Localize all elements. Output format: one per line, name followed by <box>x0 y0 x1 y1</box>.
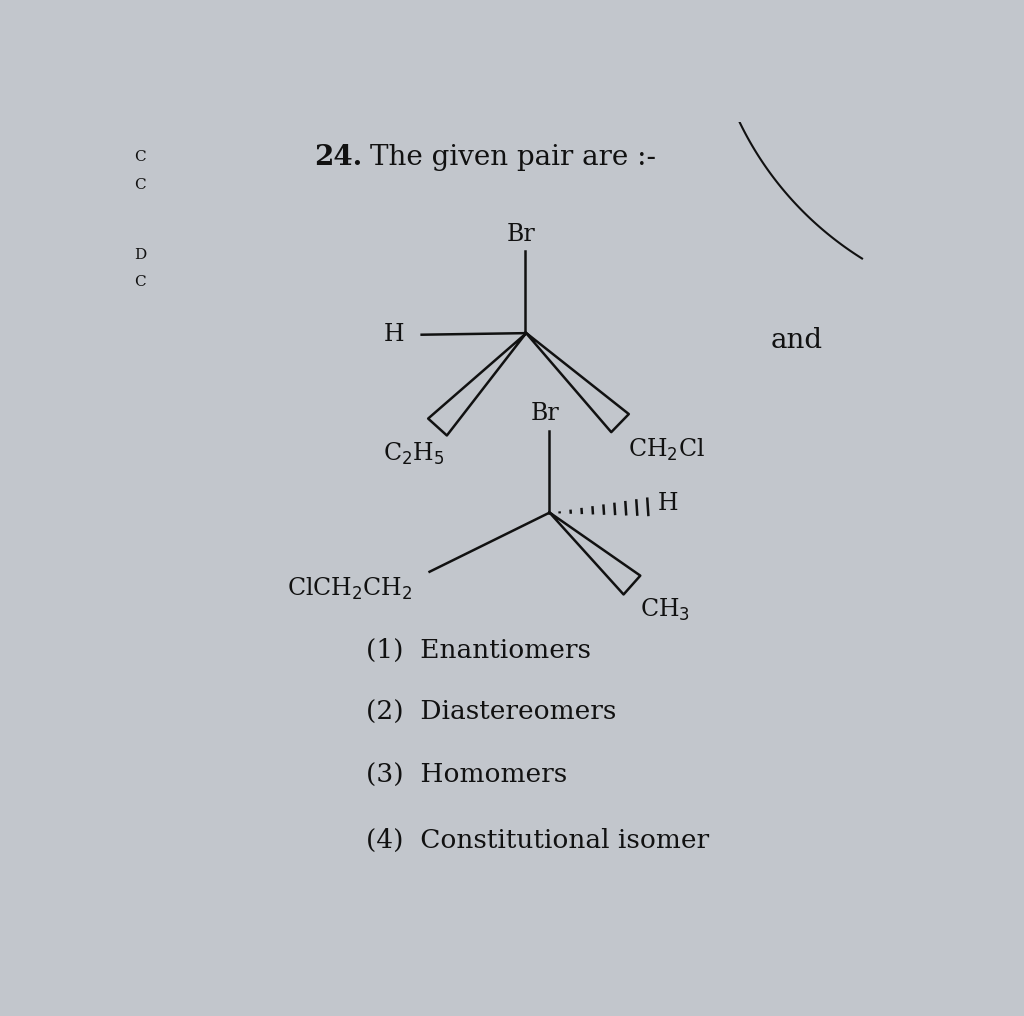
Text: D: D <box>134 248 146 262</box>
Text: (2)  Diastereomers: (2) Diastereomers <box>367 700 616 725</box>
Text: CH$_2$Cl: CH$_2$Cl <box>628 437 705 463</box>
Text: Br: Br <box>507 223 536 246</box>
Text: ClCH$_2$CH$_2$: ClCH$_2$CH$_2$ <box>287 576 412 601</box>
Text: and: and <box>771 327 823 355</box>
Text: (3)  Homomers: (3) Homomers <box>367 763 567 787</box>
Text: Br: Br <box>530 402 559 426</box>
Text: (1)  Enantiomers: (1) Enantiomers <box>367 637 591 662</box>
Text: C: C <box>134 150 146 165</box>
Text: C: C <box>134 178 146 191</box>
Text: C: C <box>134 275 146 290</box>
Text: H: H <box>384 323 404 346</box>
Text: H: H <box>657 492 678 515</box>
Text: CH$_3$: CH$_3$ <box>640 596 690 623</box>
Text: C$_2$H$_5$: C$_2$H$_5$ <box>383 441 444 467</box>
Text: The given pair are :-: The given pair are :- <box>370 144 656 171</box>
Text: (4)  Constitutional isomer: (4) Constitutional isomer <box>367 828 710 852</box>
Text: 24.: 24. <box>314 144 362 171</box>
